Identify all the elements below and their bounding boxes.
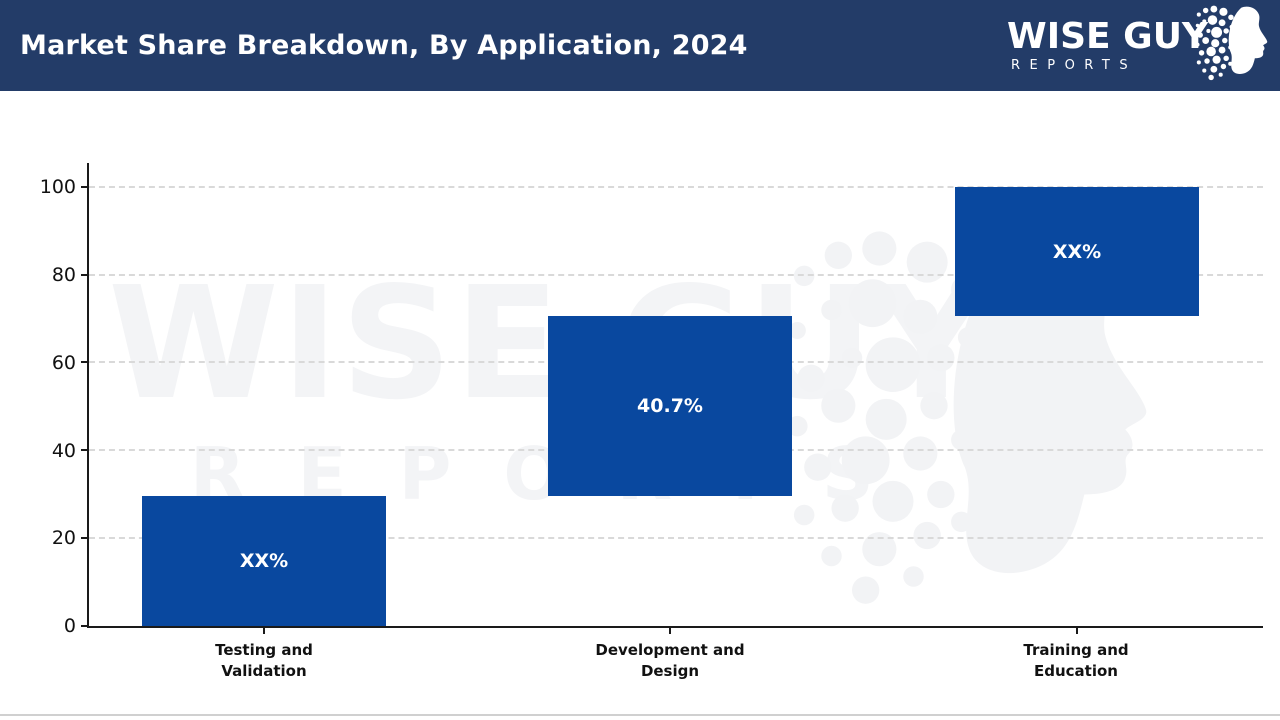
x-category-label: Development and Design	[540, 640, 800, 682]
y-tick-label: 20	[51, 527, 76, 549]
x-category-label: Testing and Validation	[134, 640, 394, 682]
bar-segment-development-design: 40.7%	[548, 316, 792, 496]
watermark-face-icon	[787, 231, 1147, 604]
x-tick	[263, 627, 265, 634]
y-tick-label: 40	[51, 440, 76, 462]
gridline	[89, 186, 1263, 188]
brand-text: WISE GUY REPORTS	[1006, 15, 1208, 73]
x-category-line: Training and	[1023, 641, 1129, 659]
x-category-line: Development and	[595, 641, 745, 659]
bar-value-label: XX%	[1052, 240, 1102, 263]
y-tick	[81, 625, 89, 627]
gridline	[89, 537, 1263, 539]
y-tick-label: 100	[39, 176, 76, 198]
y-axis-line	[87, 163, 89, 628]
brand-face-icon	[1195, 5, 1268, 80]
x-category-line: Design	[640, 662, 700, 680]
y-tick	[81, 274, 89, 276]
y-tick	[81, 361, 89, 363]
x-tick	[1076, 627, 1078, 634]
bar-segment-testing-validation: XX%	[142, 496, 386, 626]
gridline	[89, 274, 1263, 276]
x-category-label: Training and Education	[946, 640, 1206, 682]
y-tick-label: 60	[51, 352, 76, 374]
bar-value-label: XX%	[239, 550, 289, 572]
x-category-line: Education	[1034, 662, 1118, 680]
brand-logo: WISE GUY REPORTS	[1007, 5, 1280, 87]
page-title: Market Share Breakdown, By Application, …	[20, 30, 748, 61]
header-bar: Market Share Breakdown, By Application, …	[0, 0, 1280, 91]
x-category-line: Validation	[221, 662, 307, 680]
y-tick-label: 80	[51, 264, 76, 286]
bottom-divider	[0, 714, 1280, 716]
x-category-line: Testing and	[215, 641, 313, 659]
y-tick	[81, 449, 89, 451]
y-tick	[81, 186, 89, 188]
x-tick	[669, 627, 671, 634]
brand-subtitle: REPORTS	[1010, 57, 1138, 73]
brand-wordmark: WISE GUY	[1006, 15, 1208, 57]
x-axis-line	[87, 626, 1263, 628]
bar-value-label: 40.7%	[637, 395, 703, 417]
y-tick	[81, 537, 89, 539]
bar-segment-training-education: XX%	[955, 187, 1199, 316]
y-tick-label: 0	[63, 615, 76, 637]
